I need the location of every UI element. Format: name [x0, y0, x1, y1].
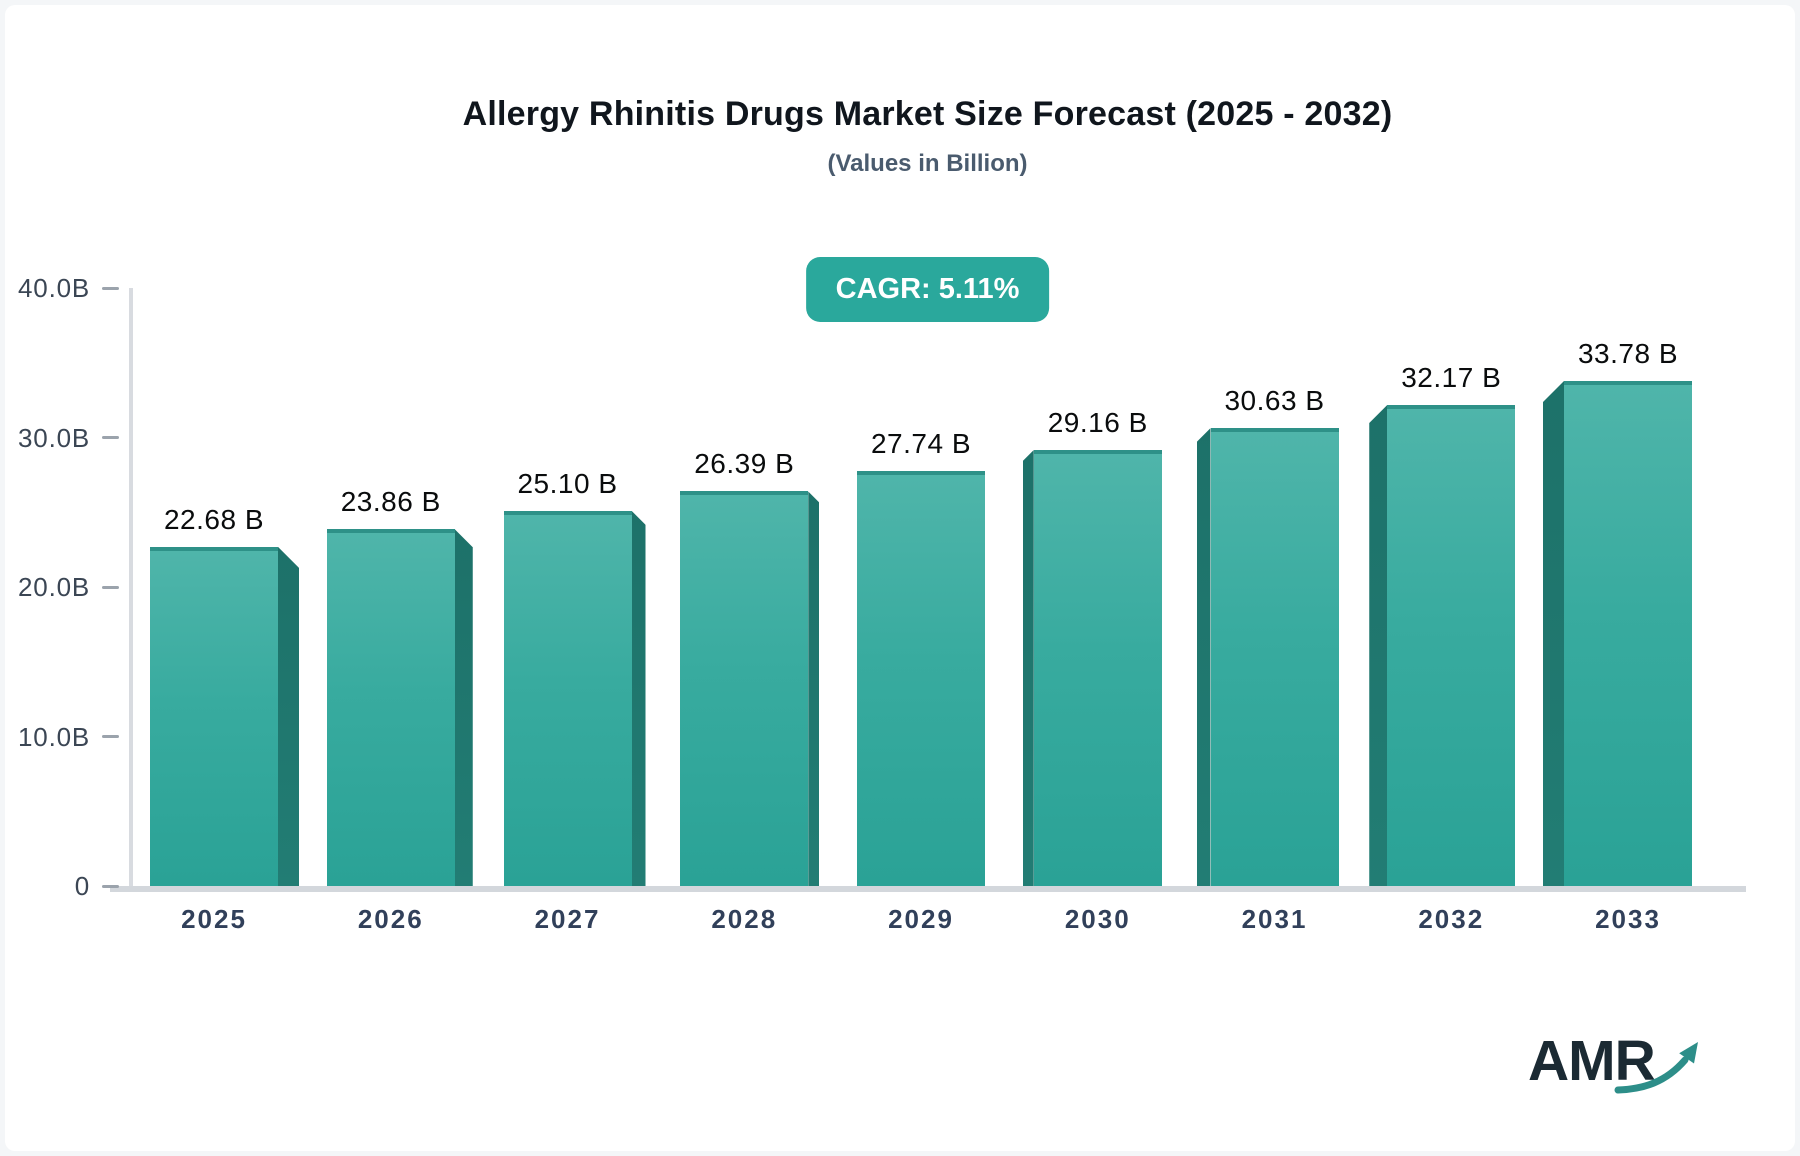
amr-logo: AMR: [1528, 1030, 1728, 1120]
cagr-badge: CAGR: 5.11%: [805, 257, 1050, 322]
x-axis-line: [110, 886, 1746, 892]
bar-value-label: 29.16 B: [1047, 407, 1148, 439]
bar-2025: [150, 546, 278, 886]
y-axis-line: [129, 288, 133, 892]
bar-2032: [1387, 405, 1516, 886]
cagr-badge-label: CAGR: 5.11%: [835, 273, 1020, 305]
y-axis-tick: [102, 436, 119, 439]
x-axis-label: 2033: [1595, 904, 1661, 934]
bar-2027: [503, 510, 632, 886]
bar-side: [1022, 450, 1034, 886]
x-axis-label: 2032: [1418, 904, 1485, 934]
bar-side: [1196, 428, 1211, 886]
x-axis-label: 2025: [181, 904, 247, 934]
y-axis-tick: [102, 286, 119, 290]
x-axis-label: 2027: [534, 904, 601, 934]
bar-value-label: 32.17 B: [1401, 362, 1502, 394]
bar-side: [631, 510, 646, 886]
bar-value-label: 33.78 B: [1577, 337, 1679, 369]
y-axis-label: 0: [74, 871, 90, 901]
y-axis-tick: [102, 735, 119, 738]
chart-canvas: Allergy Rhinitis Drugs Market Size Forec…: [5, 5, 1795, 1151]
bar-value-label: 23.86 B: [340, 486, 441, 518]
bar-side: [1543, 380, 1564, 886]
bar-chart-plot: 40.0B 30.0B 20.0B 10.0B 0 22.68 B 2025 23.86 B 2…: [5, 5, 1795, 1151]
x-axis-label: 2026: [357, 904, 424, 934]
growth-arrow-icon: [1614, 1042, 1698, 1094]
chart-subtitle: (Values in Billion): [827, 150, 1028, 177]
bar-side: [808, 491, 820, 886]
bar-side: [1369, 405, 1388, 886]
bar-2028: [680, 491, 809, 886]
bar-value-label: 26.39 B: [694, 448, 795, 480]
x-axis-label: 2028: [711, 904, 778, 934]
bar-side: [454, 529, 473, 886]
y-axis-label: 20.0B: [18, 572, 90, 602]
y-axis-tick: [102, 884, 119, 888]
bar-value-label: 30.63 B: [1224, 385, 1325, 417]
chart-header: Allergy Rhinitis Drugs Market Size Forec…: [55, 5, 1795, 350]
y-axis-label: 30.0B: [18, 422, 90, 453]
y-axis-label: 10.0B: [18, 721, 90, 752]
chart-card: Allergy Rhinitis Drugs Market Size Forec…: [5, 5, 1795, 1151]
x-axis-label: 2030: [1064, 904, 1131, 934]
bar-2026: [326, 529, 455, 886]
bar-value-label: 25.10 B: [517, 467, 618, 499]
amr-logo-text: AMR: [1528, 1029, 1656, 1093]
y-axis-tick: [102, 585, 119, 589]
x-axis-label: 2031: [1241, 904, 1308, 934]
x-axis-label: 2029: [888, 904, 954, 934]
bar-2033: [1564, 380, 1692, 886]
bar-side: [278, 546, 299, 886]
bar-value-label: 22.68 B: [163, 503, 265, 535]
bar-value-label: 27.74 B: [870, 428, 972, 460]
y-axis-label: 40.0B: [18, 273, 90, 303]
bar-2029: [857, 471, 985, 886]
bar-2031: [1210, 428, 1339, 886]
chart-title: Allergy Rhinitis Drugs Market Size Forec…: [462, 95, 1393, 133]
bar-2030: [1033, 450, 1162, 886]
